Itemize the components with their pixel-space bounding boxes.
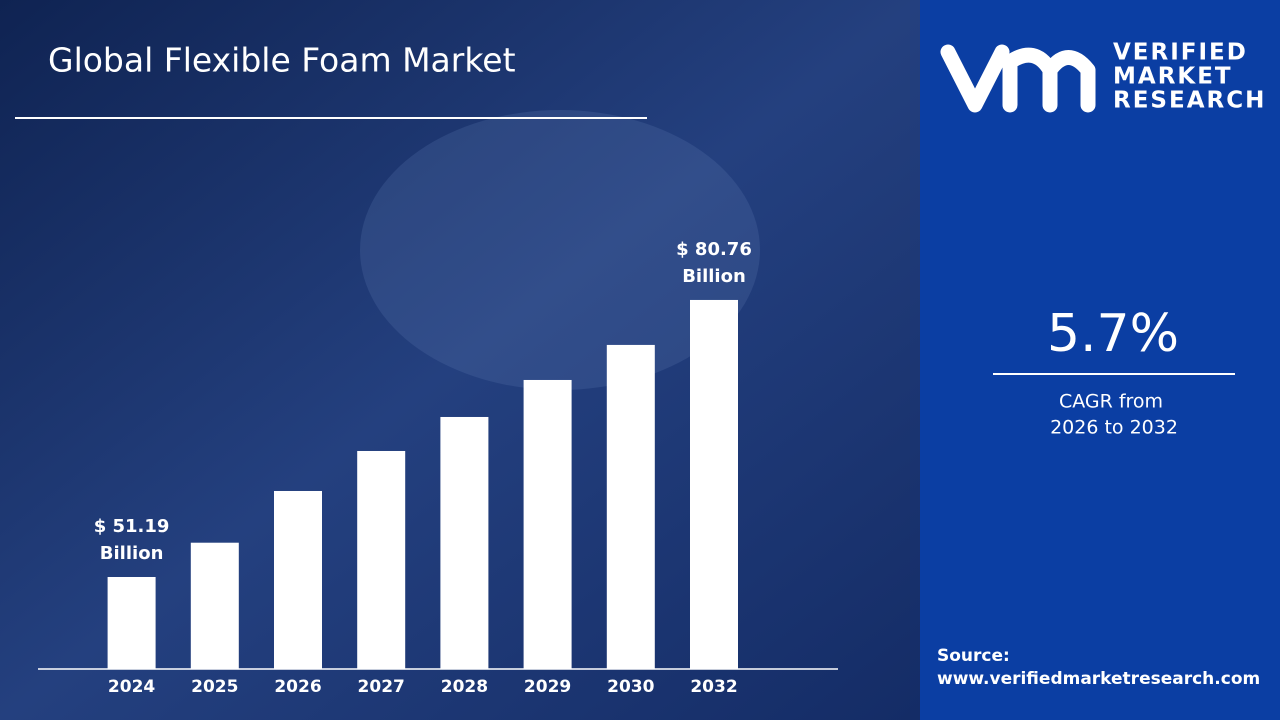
- x-tick-label: 2027: [358, 677, 405, 697]
- x-tick-label: 2028: [441, 677, 488, 697]
- logo-mark: [940, 44, 1096, 113]
- background-glow: [360, 110, 760, 390]
- source-url: www.verifiedmarketresearch.com: [937, 669, 1260, 689]
- x-tick-label: 2024: [108, 677, 155, 697]
- logo-text: RESEARCH: [1113, 88, 1266, 114]
- value-label: $ 51.19 Billion: [93, 515, 170, 564]
- cagr-value: 5.7%: [1047, 304, 1179, 364]
- x-tick-label: 2029: [524, 677, 571, 697]
- bar: [107, 576, 156, 669]
- x-tick-label: 2026: [274, 677, 321, 697]
- bar: [190, 542, 239, 669]
- side-panel: [920, 0, 1280, 720]
- bar: [606, 344, 655, 669]
- cagr-label: 2026 to 2032: [1050, 417, 1178, 439]
- bar: [357, 450, 406, 669]
- bar: [440, 416, 489, 669]
- cagr-label: CAGR from: [1059, 391, 1163, 413]
- x-tick-label: 2032: [690, 677, 737, 697]
- bar: [523, 379, 572, 669]
- bar: [690, 299, 738, 669]
- x-tick-label: 2030: [607, 677, 654, 697]
- value-label: $ 80.76 Billion: [676, 238, 752, 287]
- logo-text: VERIFIED: [1113, 40, 1248, 66]
- logo-text: MARKET: [1113, 64, 1233, 90]
- chart-title: Global Flexible Foam Market: [48, 41, 516, 80]
- bar: [274, 490, 322, 669]
- source-label: Source:: [937, 646, 1010, 666]
- x-tick-label: 2025: [191, 677, 238, 697]
